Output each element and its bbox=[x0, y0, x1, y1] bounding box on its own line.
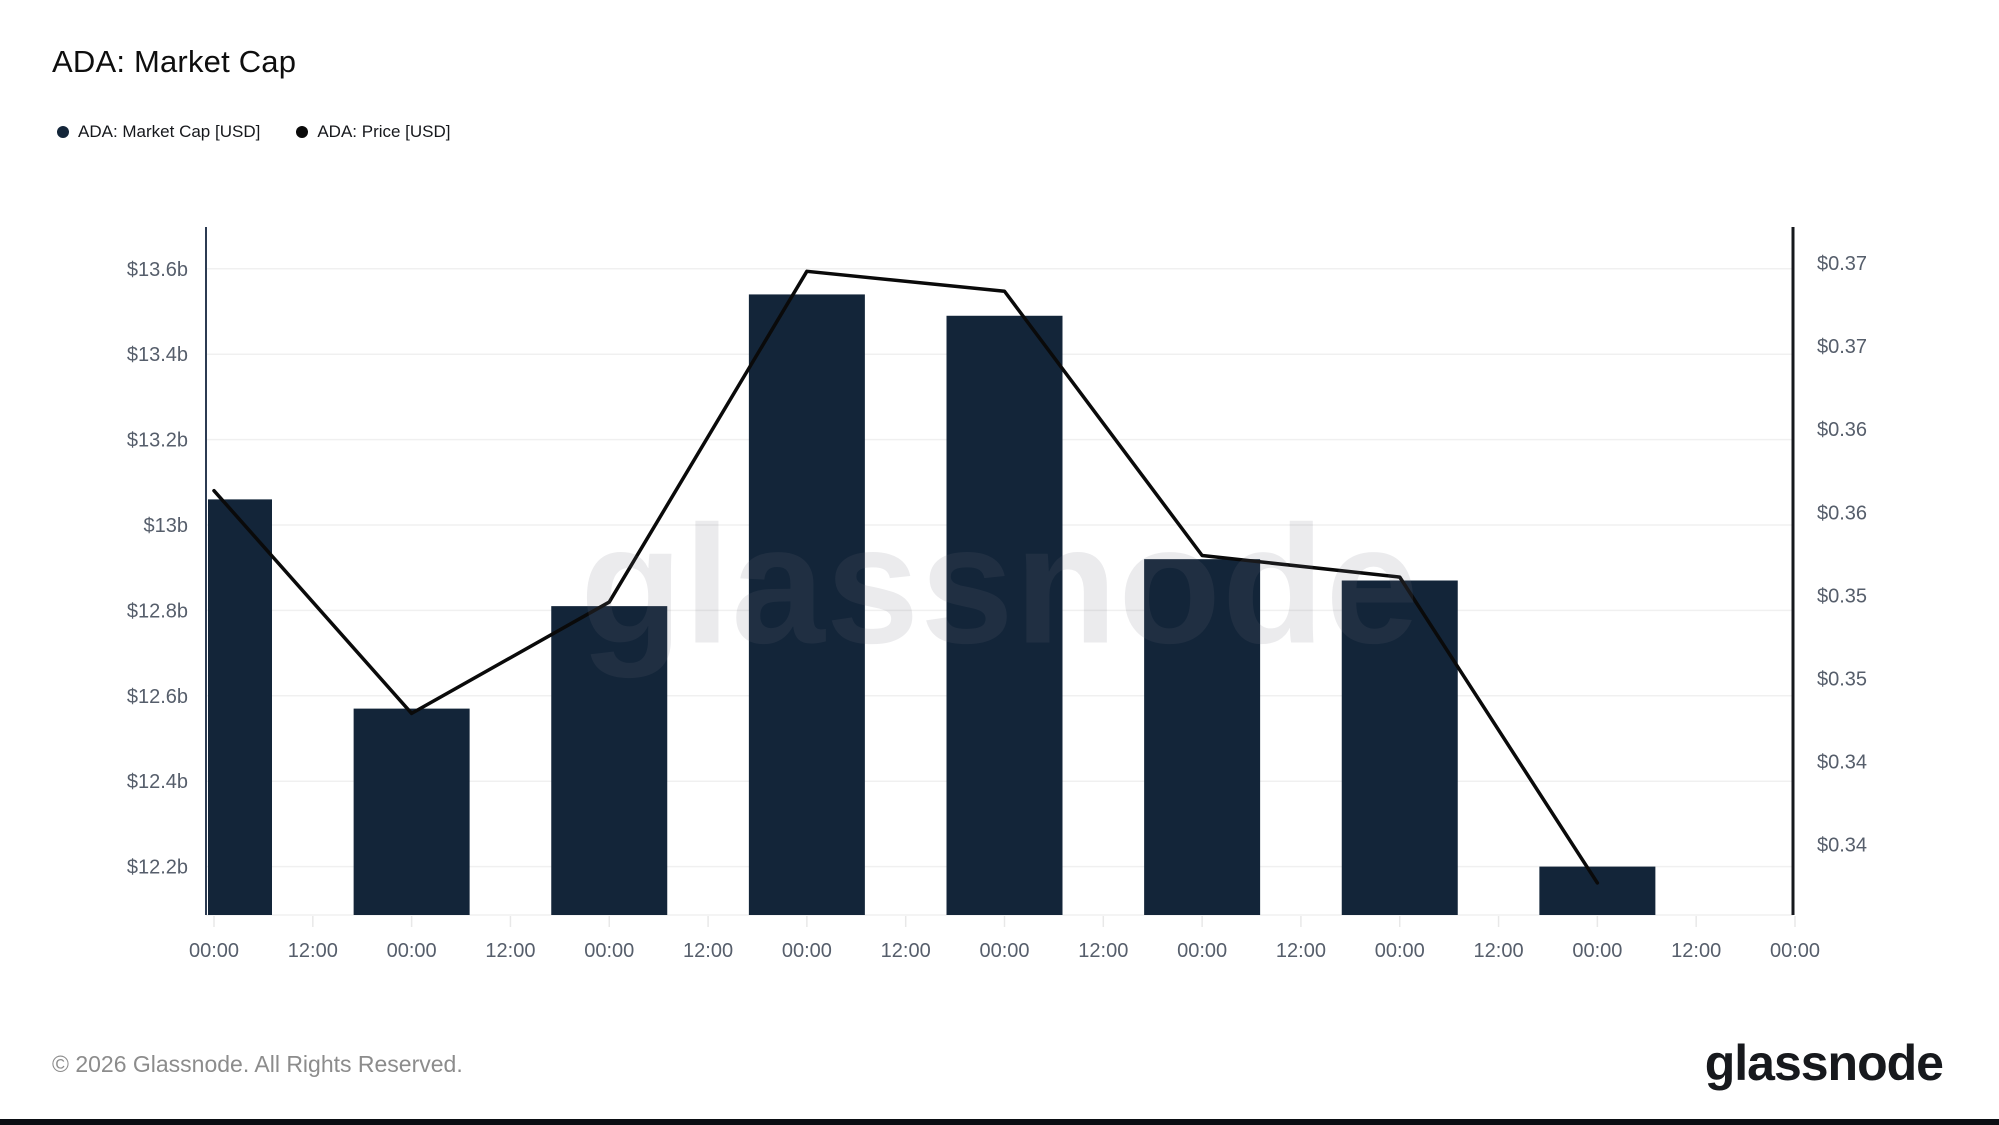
x-axis-label: 12:00 bbox=[683, 940, 733, 962]
y-axis-label-right: $0.34 bbox=[1817, 752, 1867, 774]
x-axis-label: 12:00 bbox=[1474, 940, 1524, 962]
price-line[interactable] bbox=[212, 269, 1600, 885]
price-dot-icon bbox=[296, 126, 309, 138]
x-axis-label: 12:00 bbox=[881, 940, 931, 962]
y-axis-label-left: $12.6b bbox=[127, 686, 188, 708]
x-axis-label: 00:00 bbox=[782, 940, 832, 962]
y-axis-label-right: $0.34 bbox=[1817, 835, 1867, 857]
glassnode-logo: glassnode bbox=[1704, 1035, 1944, 1091]
legend-label: ADA: Market Cap [USD] bbox=[78, 122, 261, 141]
x-axis-label: 12:00 bbox=[1078, 940, 1128, 962]
page-title: ADA: Market Cap bbox=[52, 44, 297, 79]
x-axis-label: 00:00 bbox=[1770, 940, 1820, 962]
y-axis-label-left: $12.8b bbox=[127, 600, 188, 622]
bar-market-cap[interactable] bbox=[353, 708, 470, 915]
y-axis-label-right: $0.37 bbox=[1817, 336, 1867, 358]
chart-legend: ADA: Market Cap [USD] ADA: Price [USD] bbox=[57, 122, 451, 142]
copyright-text: © 2026 Glassnode. All Rights Reserved. bbox=[52, 1051, 463, 1077]
y-axis-label-left: $13.6b bbox=[127, 259, 188, 281]
bottom-divider bbox=[0, 1119, 1999, 1125]
y-axis-label-left: $13.4b bbox=[127, 344, 188, 366]
bar-market-cap[interactable] bbox=[946, 315, 1063, 915]
x-axis-label: 00:00 bbox=[387, 940, 437, 962]
y-axis-label-right: $0.37 bbox=[1817, 253, 1867, 275]
x-axis-label: 00:00 bbox=[584, 940, 634, 962]
y-axis-label-left: $12.4b bbox=[127, 771, 188, 793]
y-axis-label-left: $13.2b bbox=[127, 430, 188, 452]
bar-market-cap[interactable] bbox=[208, 499, 272, 915]
y-axis-label-right: $0.35 bbox=[1817, 585, 1867, 607]
x-axis-label: 12:00 bbox=[1276, 940, 1326, 962]
x-axis-label: 12:00 bbox=[288, 940, 338, 962]
bar-market-cap[interactable] bbox=[1341, 580, 1458, 915]
bar-market-cap[interactable] bbox=[1144, 559, 1261, 915]
market-cap-dot-icon bbox=[57, 126, 69, 138]
y-axis-label-right: $0.36 bbox=[1817, 502, 1867, 524]
x-axis-label: 12:00 bbox=[1671, 940, 1721, 962]
bar-market-cap[interactable] bbox=[551, 606, 668, 915]
x-axis-label: 00:00 bbox=[1177, 940, 1227, 962]
y-axis-label-left: $12.2b bbox=[127, 857, 188, 879]
y-axis-label-right: $0.35 bbox=[1817, 669, 1867, 691]
bar-market-cap[interactable] bbox=[748, 294, 865, 915]
x-axis-label: 00:00 bbox=[1572, 940, 1622, 962]
legend-item-price[interactable]: ADA: Price [USD] bbox=[296, 122, 451, 142]
x-axis-label: 00:00 bbox=[189, 940, 239, 962]
x-axis-label: 00:00 bbox=[1375, 940, 1425, 962]
legend-label: ADA: Price [USD] bbox=[317, 122, 451, 141]
bar-market-cap[interactable] bbox=[1539, 866, 1656, 915]
y-axis-label-right: $0.36 bbox=[1817, 419, 1867, 441]
x-axis-label: 00:00 bbox=[979, 940, 1029, 962]
y-axis-label-left: $13b bbox=[144, 515, 189, 537]
x-axis-label: 12:00 bbox=[485, 940, 535, 962]
legend-item-market-cap[interactable]: ADA: Market Cap [USD] bbox=[57, 122, 260, 142]
